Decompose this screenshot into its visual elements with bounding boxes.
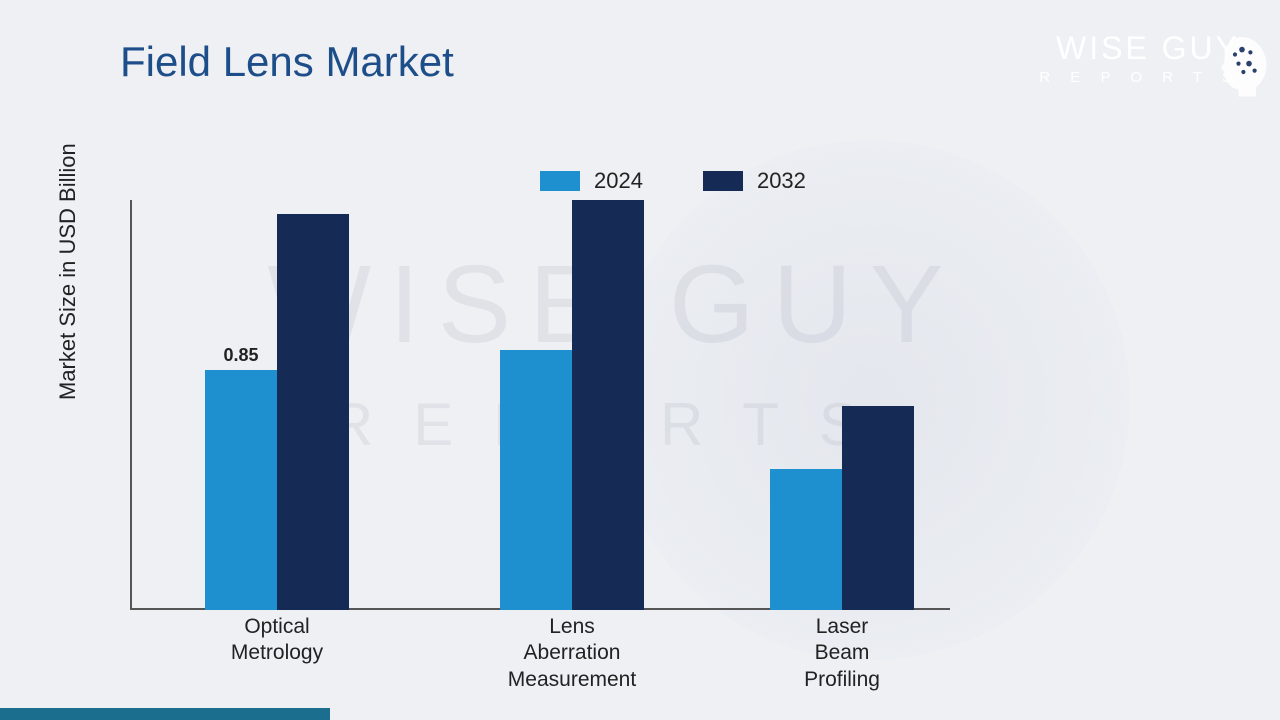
bar-2024: 0.85 [205, 370, 277, 610]
page: WISE GUY REPORTS WISE GUY R E P O R T S … [0, 0, 1280, 720]
x-axis-category-label: LaserBeamProfiling [742, 614, 942, 693]
bar-2032 [572, 200, 644, 610]
plot-area: 0.85 [130, 200, 950, 610]
bar-2024 [500, 350, 572, 610]
bar-2032 [277, 214, 349, 610]
y-axis-label: Market Size in USD Billion [55, 143, 81, 400]
legend-label-2032: 2032 [757, 168, 806, 194]
legend-item-2024: 2024 [540, 168, 643, 194]
legend-swatch-2032 [703, 171, 743, 191]
legend: 2024 2032 [540, 168, 806, 194]
legend-label-2024: 2024 [594, 168, 643, 194]
x-axis-category-label: LensAberrationMeasurement [472, 614, 672, 693]
legend-swatch-2024 [540, 171, 580, 191]
right-brand-band [970, 0, 1280, 720]
chart-title: Field Lens Market [120, 38, 454, 86]
bar-2032 [842, 406, 914, 610]
y-axis-line [130, 200, 132, 610]
bar-2024 [770, 469, 842, 610]
bottom-accent-bar [0, 708, 330, 720]
x-axis-category-label: OpticalMetrology [177, 614, 377, 667]
bar-value-label: 0.85 [205, 345, 277, 370]
legend-item-2032: 2032 [703, 168, 806, 194]
logo-head-icon [1200, 30, 1270, 100]
